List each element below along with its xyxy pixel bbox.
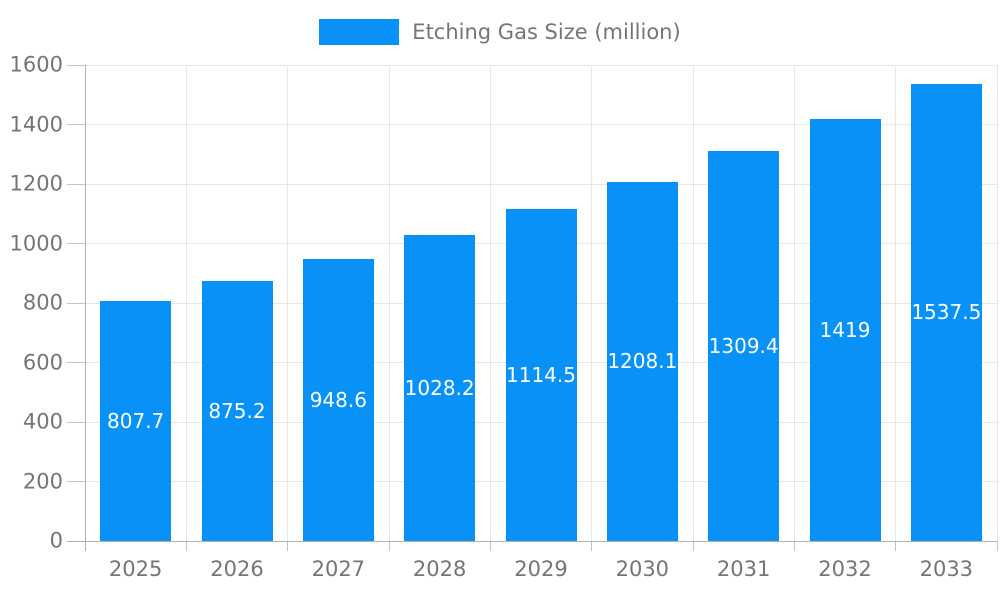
x-axis-tick	[591, 541, 593, 551]
y-axis-tick-label: 400	[22, 409, 63, 434]
bar-2031[interactable]	[708, 151, 780, 541]
bar-value-label: 807.7	[107, 408, 165, 433]
bar-2027[interactable]	[302, 258, 374, 541]
y-gridline	[85, 124, 997, 125]
x-axis-tick	[996, 541, 998, 551]
y-axis-tick	[67, 362, 85, 363]
bar-value-label: 1419	[819, 317, 871, 342]
bar-2025[interactable]	[100, 300, 172, 541]
y-gridline	[85, 64, 997, 66]
x-gridline	[591, 65, 593, 541]
y-axis-tick	[67, 421, 85, 423]
x-axis-tick	[388, 541, 390, 551]
y-gridline	[85, 183, 997, 185]
x-axis-tick	[185, 541, 187, 551]
x-axis-tick	[793, 541, 795, 551]
y-axis-tick-label: 1600	[9, 52, 63, 77]
x-axis-tick-label: 2028	[412, 557, 467, 581]
x-gridline	[895, 65, 897, 541]
y-axis-tick	[67, 183, 85, 185]
y-axis-tick-label: 0	[49, 528, 63, 553]
bar-value-label: 1208.1	[607, 349, 678, 374]
bar-2030[interactable]	[606, 181, 678, 541]
y-axis-tick-label: 1200	[9, 171, 63, 196]
bar-value-label: 1309.4	[708, 334, 779, 359]
x-axis-line	[67, 540, 997, 542]
legend-swatch	[319, 19, 400, 45]
legend-label: Etching Gas Size (million)	[412, 20, 681, 44]
bar-value-label: 1114.5	[506, 363, 576, 388]
y-axis-tick	[67, 481, 85, 482]
x-axis-tick	[489, 541, 491, 551]
y-axis-tick	[67, 243, 85, 244]
y-axis-tick-label: 1400	[9, 112, 63, 136]
x-axis-tick-label: 2026	[210, 557, 264, 581]
x-axis-tick-label: 2032	[818, 557, 872, 581]
y-axis-tick-label: 800	[22, 290, 63, 315]
bar-2033[interactable]	[910, 83, 982, 541]
x-gridline	[793, 65, 795, 541]
legend-item[interactable]: Etching Gas Size (million)	[0, 18, 1000, 46]
y-axis-tick	[67, 124, 85, 125]
y-axis-tick-label: 600	[22, 350, 63, 374]
x-axis-tick-label: 2033	[919, 557, 974, 581]
x-axis-tick-label: 2025	[108, 557, 163, 581]
x-gridline	[388, 65, 390, 541]
bar-value-label: 1537.5	[911, 300, 982, 325]
x-gridline	[287, 65, 289, 541]
bar-2032[interactable]	[809, 118, 881, 541]
bar-value-label: 875.2	[208, 398, 266, 423]
x-axis-tick-label: 2030	[615, 557, 670, 581]
x-axis-tick-label: 2027	[311, 557, 366, 581]
bar-2026[interactable]	[201, 280, 273, 541]
x-axis-tick	[692, 541, 694, 551]
x-gridline	[489, 65, 491, 541]
y-axis-tick-label: 1000	[9, 231, 63, 255]
bar-2029[interactable]	[505, 209, 577, 541]
bar-2028[interactable]	[404, 235, 476, 541]
bar-value-label: 1028.2	[404, 376, 475, 401]
bar-value-label: 948.6	[309, 387, 367, 412]
x-axis-tick-label: 2029	[514, 557, 568, 581]
x-gridline	[692, 65, 694, 541]
y-axis-line	[84, 65, 86, 551]
y-axis-tick-label: 200	[22, 469, 63, 493]
x-gridline	[996, 65, 998, 541]
x-gridline	[185, 65, 187, 541]
y-axis-tick	[67, 64, 85, 66]
y-axis-tick	[67, 302, 85, 304]
x-axis-tick	[287, 541, 289, 551]
x-axis-tick	[895, 541, 897, 551]
x-axis-tick-label: 2031	[716, 557, 771, 581]
